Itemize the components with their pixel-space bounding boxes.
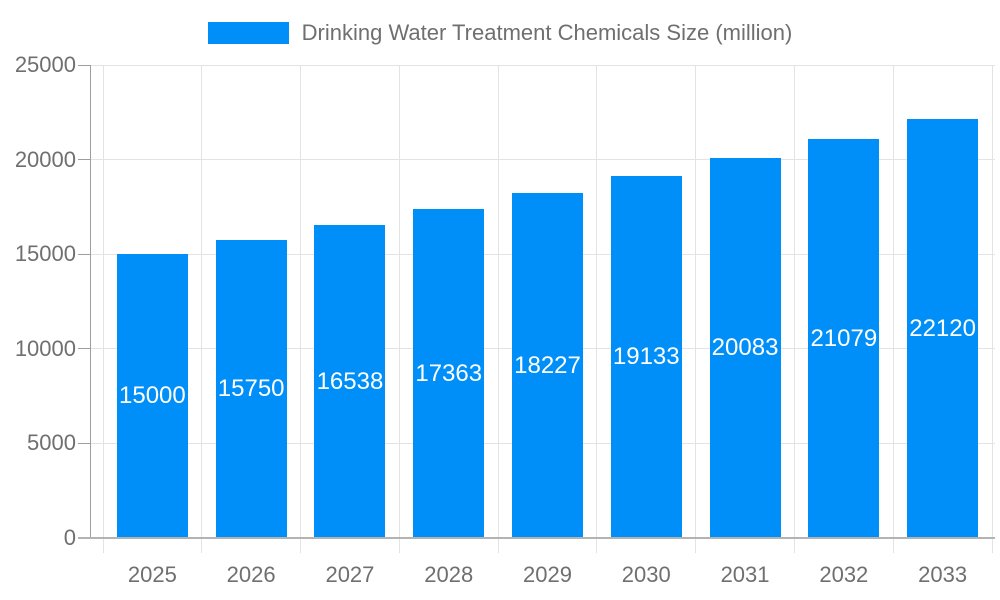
x-tick-label-2032: 2032: [819, 562, 869, 587]
bar-2031[interactable]: 20083: [709, 158, 781, 538]
bar-2029[interactable]: 18227: [512, 193, 583, 538]
gridline-vertical: [892, 65, 894, 553]
y-tick-label: 0: [63, 525, 76, 550]
bar-value-label: 19133: [612, 342, 680, 370]
bar-value-label: 21079: [810, 324, 878, 352]
y-axis-tick: [78, 348, 90, 350]
y-tick-label: 10000: [14, 335, 76, 361]
x-tick-label-2026: 2026: [226, 562, 276, 587]
bar-2030[interactable]: 19133: [610, 176, 682, 538]
legend-label: Drinking Water Treatment Chemicals Size …: [301, 20, 793, 45]
bar-2033[interactable]: 22120: [907, 119, 979, 538]
gridline-horizontal: [90, 159, 995, 161]
bar-value-label: 17363: [415, 359, 483, 387]
bar-value-label: 16538: [316, 367, 384, 395]
y-axis-tick: [78, 442, 90, 444]
bar-value-label: 18227: [514, 351, 581, 379]
y-axis-tick: [78, 64, 90, 66]
bar-2026[interactable]: 15750: [215, 240, 287, 538]
x-tick-label-2030: 2030: [621, 562, 671, 587]
y-tick-label: 15000: [14, 241, 76, 267]
bar-2025[interactable]: 15000: [116, 254, 188, 538]
y-tick-label: 5000: [27, 430, 76, 456]
y-axis-tick: [78, 159, 90, 161]
x-tick-label-2027: 2027: [325, 562, 375, 587]
legend-swatch: [207, 22, 289, 44]
bar-value-label: 15750: [217, 374, 285, 402]
x-tick-label-2029: 2029: [523, 562, 572, 587]
y-tick-label: 20000: [14, 146, 76, 172]
x-tick-label-2028: 2028: [424, 562, 474, 587]
bar-2032[interactable]: 21079: [808, 139, 880, 538]
bar-2027[interactable]: 16538: [314, 225, 386, 538]
gridline-vertical: [497, 65, 499, 553]
y-axis-tick: [78, 253, 90, 255]
x-tick-label-2033: 2033: [918, 562, 968, 587]
bar-value-label: 22120: [909, 314, 976, 342]
gridline-vertical: [102, 65, 104, 553]
bar-2028[interactable]: 17363: [413, 209, 485, 538]
gridline-vertical: [300, 65, 302, 553]
gridline-vertical: [398, 65, 400, 553]
y-tick-label: 25000: [14, 52, 76, 77]
gridline-vertical: [793, 65, 795, 553]
gridline-vertical: [991, 65, 993, 553]
x-tick-label-2031: 2031: [720, 562, 770, 587]
gridline-vertical: [695, 65, 697, 553]
bar-value-label: 20083: [711, 334, 779, 361]
bar-value-label: 15000: [119, 382, 186, 410]
gridline-vertical: [201, 65, 203, 553]
gridline-vertical: [596, 65, 598, 553]
x-axis-baseline: [78, 537, 995, 539]
x-tick-label-2025: 2025: [127, 562, 177, 587]
chart-legend[interactable]: Drinking Water Treatment Chemicals Size …: [0, 20, 1000, 45]
gridline-horizontal: [90, 64, 995, 66]
y-axis-line: [89, 65, 91, 538]
